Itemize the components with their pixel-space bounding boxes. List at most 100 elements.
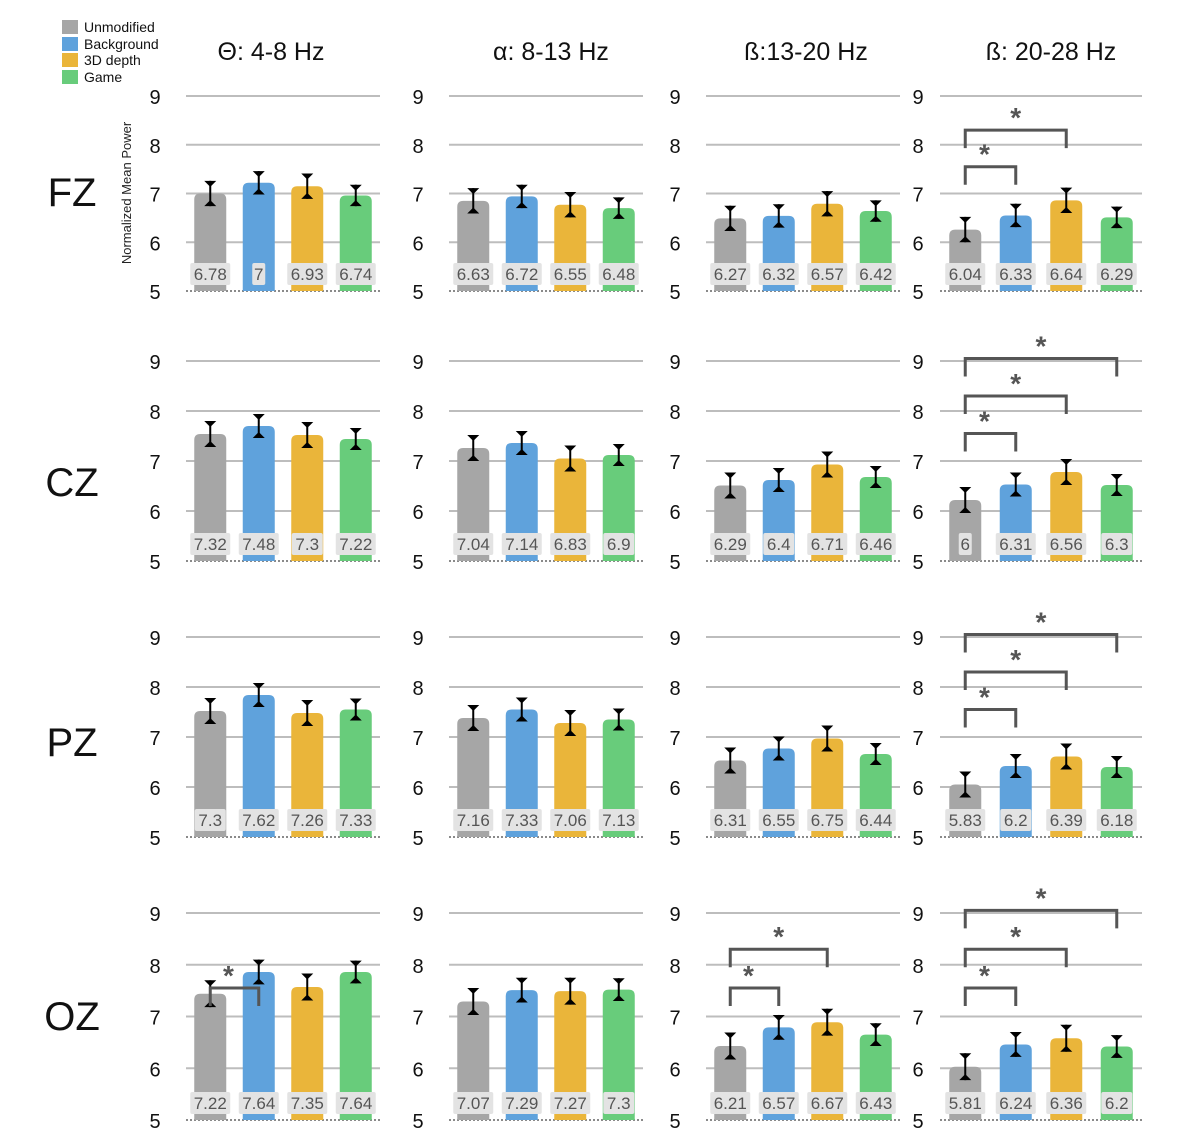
- error-cap-bottom: [869, 759, 882, 765]
- value-label-box: [287, 1092, 328, 1114]
- significance-star: *: [1010, 368, 1021, 399]
- y-tick-label: 5: [149, 1111, 160, 1133]
- error-cap-bottom: [821, 1029, 834, 1036]
- error-cap-top: [772, 736, 785, 743]
- value-label-box: [758, 263, 799, 285]
- significance-star: *: [979, 960, 990, 991]
- error-cap-top: [349, 428, 362, 434]
- value-label-box: [550, 533, 591, 555]
- value-label-box: [291, 533, 323, 555]
- value-label-box: [945, 809, 986, 831]
- error-cap-bottom: [724, 492, 737, 499]
- significance-star: *: [979, 139, 990, 170]
- error-cap-bottom: [301, 720, 314, 726]
- data-label: 6.18: [1100, 811, 1133, 830]
- data-label: 6.3: [1105, 535, 1129, 554]
- data-label: 6.31: [714, 811, 747, 830]
- error-cap-bottom: [301, 442, 314, 448]
- error-cap-top: [301, 973, 314, 980]
- data-label: 7.33: [505, 811, 538, 830]
- error-cap-top: [821, 451, 834, 458]
- error-cap-bottom: [1110, 1051, 1123, 1058]
- error-cap-bottom: [821, 471, 834, 478]
- significance-star: *: [743, 960, 754, 991]
- value-label-box: [807, 263, 848, 285]
- value-label-box: [194, 809, 226, 831]
- y-tick-label: 6: [912, 233, 923, 255]
- data-label: 7.26: [291, 811, 324, 830]
- value-label-box: [1101, 533, 1133, 555]
- data-label: 7.32: [194, 535, 227, 554]
- y-tick-label: 9: [149, 352, 160, 374]
- y-tick-label: 9: [149, 628, 160, 650]
- value-label-box: [945, 263, 986, 285]
- value-label-box: [710, 809, 751, 831]
- error-cap-top: [612, 708, 625, 715]
- bar-background: [505, 990, 538, 1120]
- value-label-box: [855, 809, 896, 831]
- error-cap-top: [869, 200, 882, 207]
- value-label-box: [710, 263, 751, 285]
- error-cap-top: [821, 1008, 834, 1015]
- data-label: 6.57: [762, 1094, 795, 1113]
- data-label: 7.16: [457, 811, 490, 830]
- y-tick-label: 7: [149, 185, 160, 207]
- value-label-box: [550, 809, 591, 831]
- value-label-box: [710, 533, 751, 555]
- error-cap-top: [1009, 472, 1022, 479]
- y-tick-label: 6: [912, 778, 923, 800]
- error-cap-bottom: [612, 724, 625, 731]
- bar-game: [339, 971, 372, 1120]
- y-tick-label: 7: [669, 452, 680, 474]
- value-label-box: [758, 1092, 799, 1114]
- y-tick-label: 7: [149, 728, 160, 750]
- bar-game: [339, 439, 372, 561]
- error-cap-bottom: [1110, 772, 1123, 778]
- error-cap-top: [467, 705, 480, 711]
- significance-bracket: [728, 986, 781, 1007]
- panel-cz-0: 5 6 7 8 9 7.32 7.48 7.3 7.22: [149, 352, 380, 574]
- error-cap-top: [204, 421, 217, 427]
- significance-bracket: [963, 986, 1018, 1007]
- error-cap-bottom: [1009, 490, 1022, 497]
- y-tick-label: 5: [149, 282, 160, 304]
- data-label: 6.43: [859, 1094, 892, 1113]
- data-label: 7: [254, 265, 263, 284]
- significance-bracket: [963, 432, 1018, 452]
- error-cap-bottom: [467, 725, 480, 731]
- value-label-box: [598, 263, 639, 285]
- error-cap-bottom: [1110, 490, 1123, 496]
- significance-bracket: [963, 357, 1119, 377]
- error-cap-bottom: [821, 210, 834, 217]
- y-tick-label: 7: [669, 728, 680, 750]
- legend: Unmodified Background 3D depth Game: [62, 19, 159, 85]
- data-label: 6.55: [554, 265, 587, 284]
- y-tick-label: 8: [912, 402, 923, 424]
- error-cap-bottom: [959, 791, 972, 798]
- error-cap-top: [1009, 203, 1022, 210]
- y-tick-label: 5: [669, 552, 680, 574]
- y-tick-label: 9: [669, 87, 680, 109]
- error-cap-top: [564, 445, 577, 452]
- value-label-box: [758, 809, 799, 831]
- value-label-box: [238, 809, 279, 831]
- error-cap-bottom: [252, 701, 265, 707]
- bar-unmodified: [949, 500, 982, 561]
- significance-bracket: [963, 670, 1068, 690]
- error-cap-top: [869, 743, 882, 749]
- column-title: ß:13-20 Hz: [744, 38, 868, 66]
- error-cap-top: [1110, 1035, 1123, 1042]
- bar-unmodified: [194, 434, 227, 561]
- error-cap-bottom: [821, 745, 834, 752]
- y-tick-label: 9: [412, 628, 423, 650]
- value-label-box: [238, 1092, 279, 1114]
- data-label: 6.67: [811, 1094, 844, 1113]
- bar-3d-depth: [291, 713, 324, 837]
- error-cap-top: [1009, 1032, 1022, 1039]
- y-tick-label: 9: [412, 352, 423, 374]
- y-tick-label: 7: [912, 452, 923, 474]
- data-label: 6.33: [999, 265, 1032, 284]
- panel-cz-2: 5 6 7 8 9 6.29 6.4 6.71 6.46: [669, 352, 900, 574]
- value-label-box: [190, 1092, 231, 1114]
